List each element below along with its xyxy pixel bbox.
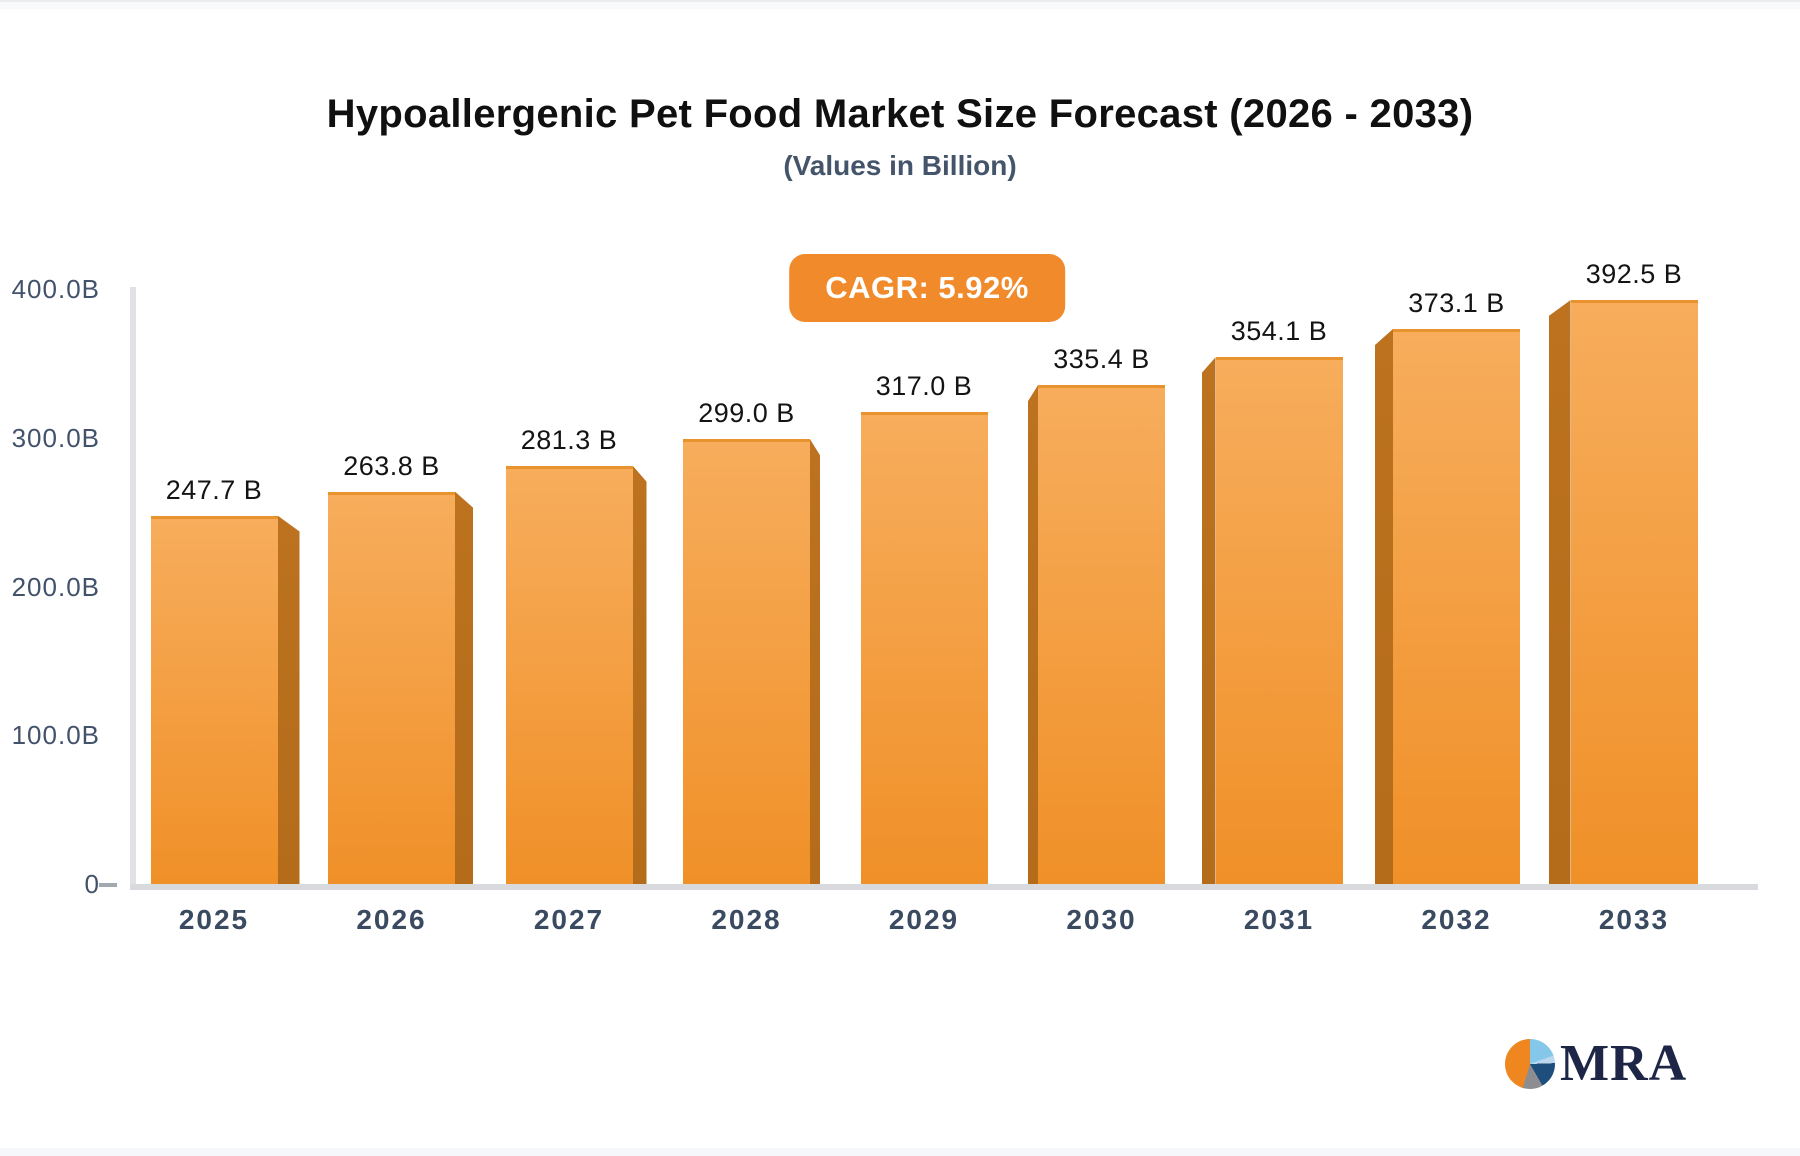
y-axis-tick-100.0B: 100.0B	[11, 720, 100, 751]
pie-chart-icon	[1505, 1039, 1555, 1089]
bar-3d-side-2033	[1548, 300, 1571, 884]
y-axis-line	[130, 287, 136, 887]
chart-title: Hypoallergenic Pet Food Market Size Fore…	[326, 92, 1474, 136]
bar-2030	[1038, 385, 1165, 884]
x-axis-label-2028: 2028	[711, 904, 782, 935]
bar-3d-side-2030	[1028, 385, 1038, 884]
bar-2032	[1393, 329, 1520, 884]
x-axis-baseline	[130, 884, 1758, 890]
bar-2028	[683, 439, 810, 884]
mra-logo: MRA	[1505, 1036, 1687, 1092]
bar-value-label-2033: 392.5 B	[1585, 259, 1683, 290]
bar-2029	[860, 412, 988, 884]
y-axis-tick-400.0B: 400.0B	[11, 274, 100, 304]
bar-value-label-2028: 299.0 B	[698, 398, 795, 429]
bar-3d-side-2032	[1375, 329, 1393, 884]
x-axis-label-2026: 2026	[356, 904, 427, 935]
bar-3d-side-2027	[632, 465, 647, 884]
top-edge-strip	[0, 0, 1800, 9]
x-axis-label-2029: 2029	[888, 904, 960, 935]
bar-value-label-2031: 354.1 B	[1230, 316, 1328, 347]
bar-value-label-2025: 247.7 B	[165, 474, 263, 505]
bar-value-label-2029: 317.0 B	[875, 371, 973, 402]
x-axis-label-2030: 2030	[1066, 904, 1137, 935]
x-axis-label-2025: 2025	[178, 904, 250, 935]
y-axis-tick-200.0B: 200.0B	[11, 571, 100, 602]
zero-tick-mark	[99, 883, 117, 887]
bar-2027	[505, 465, 633, 884]
logo-text: MRA	[1560, 1035, 1688, 1092]
bar-2033	[1570, 300, 1698, 884]
bar-3d-side-2028	[810, 439, 820, 884]
bottom-edge-strip	[0, 1148, 1800, 1156]
x-axis-label-2033: 2033	[1598, 904, 1670, 935]
bar-value-label-2032: 373.1 B	[1408, 288, 1505, 318]
x-axis-label-2031: 2031	[1243, 904, 1315, 935]
bar-value-label-2030: 335.4 B	[1053, 344, 1150, 375]
y-axis-tick-0: 0	[84, 869, 100, 899]
bar-3d-side-2025	[277, 515, 300, 884]
bar-2026	[328, 491, 455, 884]
y-axis-tick-300.0B: 300.0B	[11, 422, 100, 453]
x-axis-label-2032: 2032	[1421, 904, 1492, 935]
bar-3d-side-2026	[455, 491, 473, 884]
cagr-badge: CAGR: 5.92%	[789, 254, 1065, 322]
bar-value-label-2027: 281.3 B	[520, 424, 618, 455]
bar-3d-side-2031	[1201, 357, 1216, 884]
bar-2025	[150, 515, 278, 884]
bar-2031	[1215, 357, 1343, 884]
bar-value-label-2026: 263.8 B	[343, 450, 440, 481]
chart-subtitle: (Values in Billion)	[783, 150, 1017, 181]
x-axis-label-2027: 2027	[533, 904, 605, 935]
